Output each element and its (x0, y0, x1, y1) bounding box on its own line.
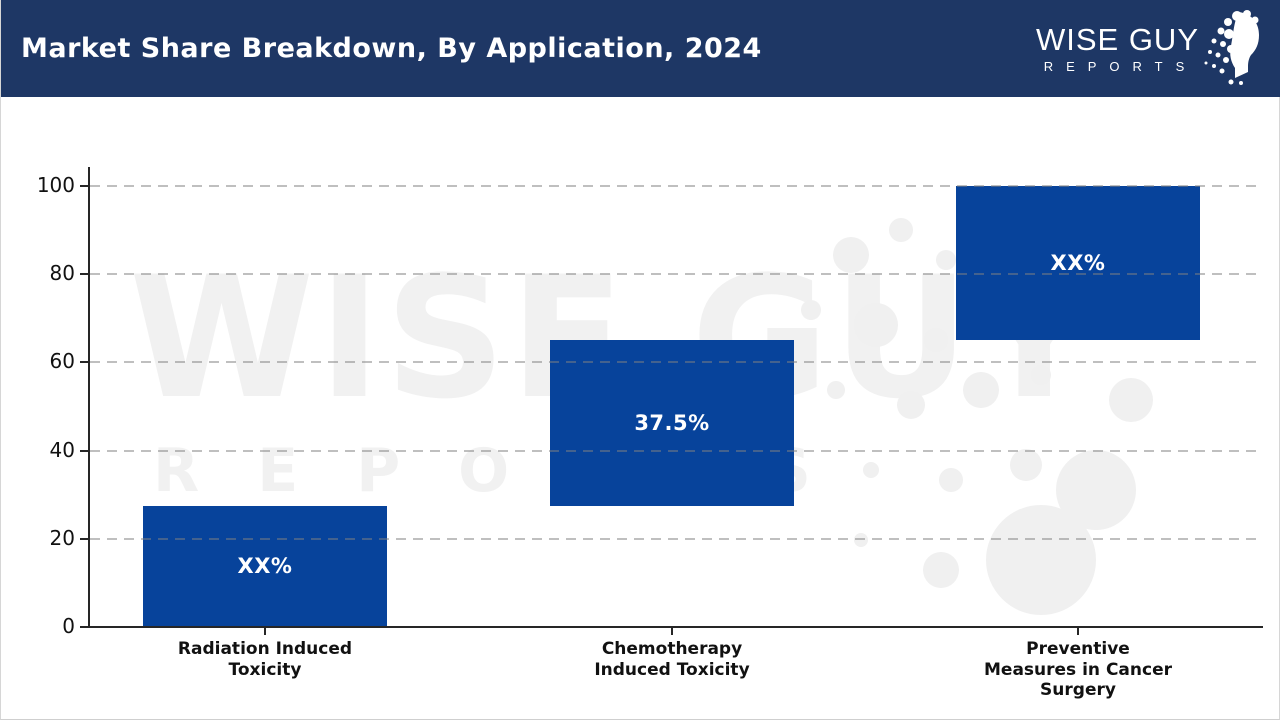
gridline-20 (90, 537, 1257, 540)
brand-logo-text: WISE GUY REPORTS (1036, 24, 1199, 73)
y-tick-mark-0 (80, 626, 88, 628)
gridline-60 (90, 361, 1257, 364)
brand-face-icon (1201, 8, 1263, 90)
category-label-2: Preventive Measures in Cancer Surgery (984, 639, 1172, 700)
y-tick-mark-80 (80, 273, 88, 276)
category-label-1: Chemotherapy Induced Toxicity (594, 639, 750, 680)
y-tick-label-0: 0 (62, 614, 75, 638)
y-tick-mark-60 (80, 361, 88, 364)
y-tick-mark-100 (80, 185, 88, 187)
bar-segment-2: XX% (956, 186, 1200, 341)
bar-value-label-0: XX% (237, 554, 293, 579)
bar-segment-1: 37.5% (550, 340, 794, 506)
x-tick-mark-0 (264, 628, 266, 635)
y-tick-mark-20 (80, 537, 88, 540)
gridline-80 (90, 273, 1257, 276)
y-tick-label-40: 40 (49, 437, 75, 462)
header-bar: Market Share Breakdown, By Application, … (1, 0, 1280, 97)
page-title: Market Share Breakdown, By Application, … (21, 33, 762, 64)
y-tick-label-100: 100 (36, 173, 75, 197)
y-axis-line (88, 167, 90, 628)
x-tick-mark-2 (1077, 628, 1079, 635)
brand-subname: REPORTS (1043, 59, 1198, 74)
brand-logo: WISE GUY REPORTS (1036, 8, 1263, 90)
y-tick-label-80: 80 (49, 261, 75, 286)
bar-segment-0: XX% (143, 505, 387, 627)
bar-chart: XX% 37.5% XX% 0 20 40 60 80 100 Radiation Induce… (1, 97, 1280, 720)
y-tick-label-20: 20 (49, 525, 75, 550)
y-tick-label-60: 60 (49, 349, 75, 374)
x-tick-mark-1 (671, 628, 673, 635)
x-axis-line (88, 626, 1263, 628)
brand-name: WISE GUY (1035, 22, 1199, 57)
y-tick-mark-40 (80, 449, 88, 452)
gridline-40 (90, 449, 1257, 452)
bar-value-label-2: XX% (1050, 251, 1106, 276)
bar-value-label-1: 37.5% (634, 411, 710, 436)
gridline-100 (90, 185, 1257, 187)
category-label-0: Radiation Induced Toxicity (177, 639, 353, 680)
